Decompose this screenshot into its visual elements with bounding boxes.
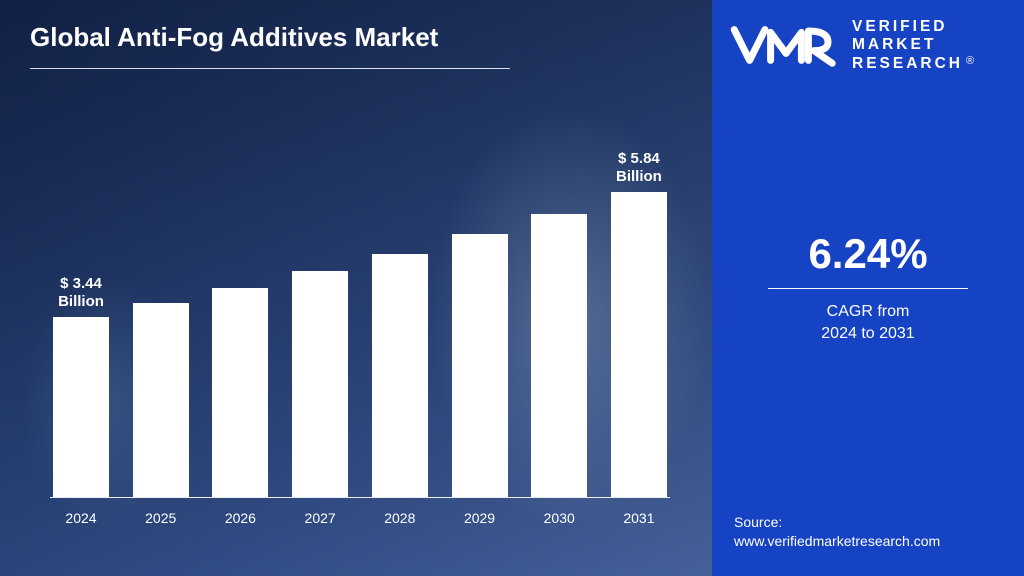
x-label: 2025 xyxy=(130,510,192,526)
title-underline xyxy=(30,68,510,69)
page-title: Global Anti-Fog Additives Market xyxy=(30,22,438,53)
bar-wrap xyxy=(209,288,271,497)
bar xyxy=(212,288,268,497)
bar-wrap: $ 5.84Billion xyxy=(608,192,670,497)
bars-container: $ 3.44Billion $ 5.84Billion xyxy=(50,158,670,498)
bar-value-label: $ 3.44Billion xyxy=(58,275,104,311)
bar-wrap xyxy=(130,303,192,497)
brand-text: VERIFIED MARKET RESEARCH® xyxy=(852,18,974,73)
x-label: 2029 xyxy=(449,510,511,526)
bar xyxy=(53,317,109,497)
bar-value-label: $ 5.84Billion xyxy=(616,150,662,186)
cagr-value: 6.24% xyxy=(712,230,1024,278)
x-label: 2028 xyxy=(369,510,431,526)
bar-wrap xyxy=(369,254,431,497)
bar xyxy=(133,303,189,497)
bar xyxy=(611,192,667,497)
source-block: Source: www.verifiedmarketresearch.com xyxy=(734,513,940,552)
cagr-underline xyxy=(768,288,968,289)
bar-wrap xyxy=(528,214,590,497)
info-panel: VERIFIED MARKET RESEARCH® 6.24% CAGR fro… xyxy=(712,0,1024,576)
bar-wrap xyxy=(289,271,351,497)
brand-logo: VERIFIED MARKET RESEARCH® xyxy=(730,18,1012,73)
vmr-logo-icon xyxy=(730,22,842,68)
x-label: 2026 xyxy=(209,510,271,526)
cagr-block: 6.24% CAGR from 2024 to 2031 xyxy=(712,230,1024,344)
x-label: 2031 xyxy=(608,510,670,526)
source-url: www.verifiedmarketresearch.com xyxy=(734,532,940,552)
bar-wrap: $ 3.44Billion xyxy=(50,317,112,497)
bar xyxy=(372,254,428,497)
bar-wrap xyxy=(449,234,511,497)
chart-panel: Global Anti-Fog Additives Market $ 3.44B… xyxy=(0,0,712,576)
x-label: 2024 xyxy=(50,510,112,526)
cagr-label: CAGR from 2024 to 2031 xyxy=(712,301,1024,344)
source-label: Source: xyxy=(734,513,940,533)
registered-mark: ® xyxy=(966,55,974,67)
x-axis-labels: 2024 2025 2026 2027 2028 2029 2030 2031 xyxy=(50,510,670,526)
bar xyxy=(531,214,587,497)
x-label: 2027 xyxy=(289,510,351,526)
x-label: 2030 xyxy=(528,510,590,526)
bar-chart: $ 3.44Billion$ 5.84Billion 2024202520262… xyxy=(50,146,670,526)
bar xyxy=(452,234,508,497)
bar xyxy=(292,271,348,497)
